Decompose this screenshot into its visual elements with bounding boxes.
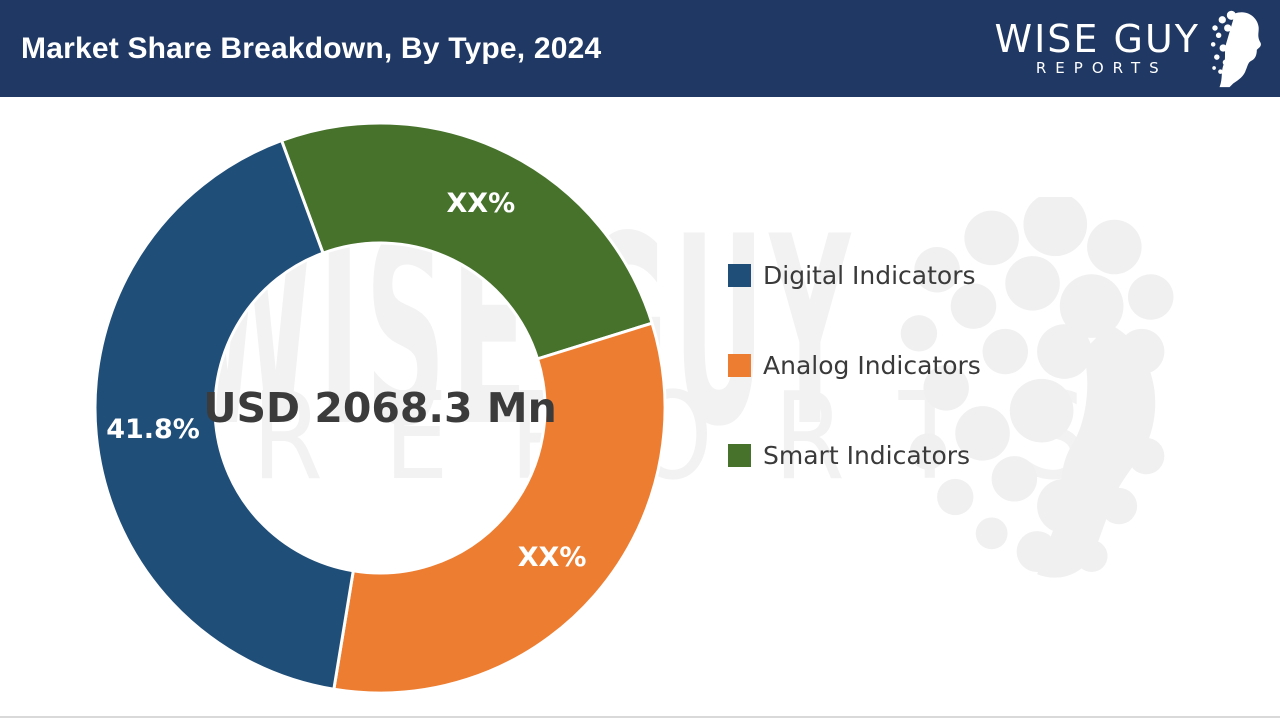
header-bar: Market Share Breakdown, By Type, 2024 WI… — [0, 0, 1280, 97]
legend-swatch-smart-indicators — [728, 443, 751, 467]
legend-label: Analog Indicators — [763, 350, 981, 380]
legend-label: Smart Indicators — [763, 440, 971, 470]
chart-area: WISE GUY REPORTS XX% XX% 41.8% USD 2068.3 M… — [0, 97, 1280, 720]
legend-swatch-digital-indicators — [728, 263, 751, 287]
donut-center-value: USD 2068.3 Mn — [203, 384, 557, 432]
segment-label-digital-indicators: 41.8% — [106, 414, 200, 445]
page-title: Market Share Breakdown, By Type, 2024 — [21, 31, 602, 65]
legend-item-analog-indicators: Analog Indicators — [728, 320, 981, 410]
brand-logo: WISE GUY REPORTS — [995, 8, 1266, 88]
donut-segment-analog-indicators — [332, 321, 667, 695]
legend-item-digital-indicators: Digital Indicators — [728, 230, 981, 320]
donut-chart: XX% XX% 41.8% USD 2068.3 Mn — [93, 121, 667, 695]
legend-swatch-analog-indicators — [728, 353, 751, 377]
legend-label: Digital Indicators — [763, 260, 976, 290]
segment-label-analog-indicators: XX% — [518, 542, 587, 573]
brand-face-icon — [1210, 10, 1261, 88]
segment-label-smart-indicators: XX% — [446, 188, 515, 219]
legend: Digital Indicators Analog Indicators Smart… — [728, 230, 981, 500]
brand-subname: REPORTS — [1035, 58, 1168, 77]
brand-wordmark: WISE GUY REPORTS — [995, 20, 1200, 77]
donut-segment-digital-indicators — [93, 139, 355, 691]
legend-item-smart-indicators: Smart Indicators — [728, 410, 981, 500]
bottom-border — [0, 716, 1280, 718]
watermark-face — [900, 197, 1174, 578]
donut-segment-smart-indicators — [280, 121, 654, 361]
brand-name: WISE GUY — [994, 16, 1200, 61]
